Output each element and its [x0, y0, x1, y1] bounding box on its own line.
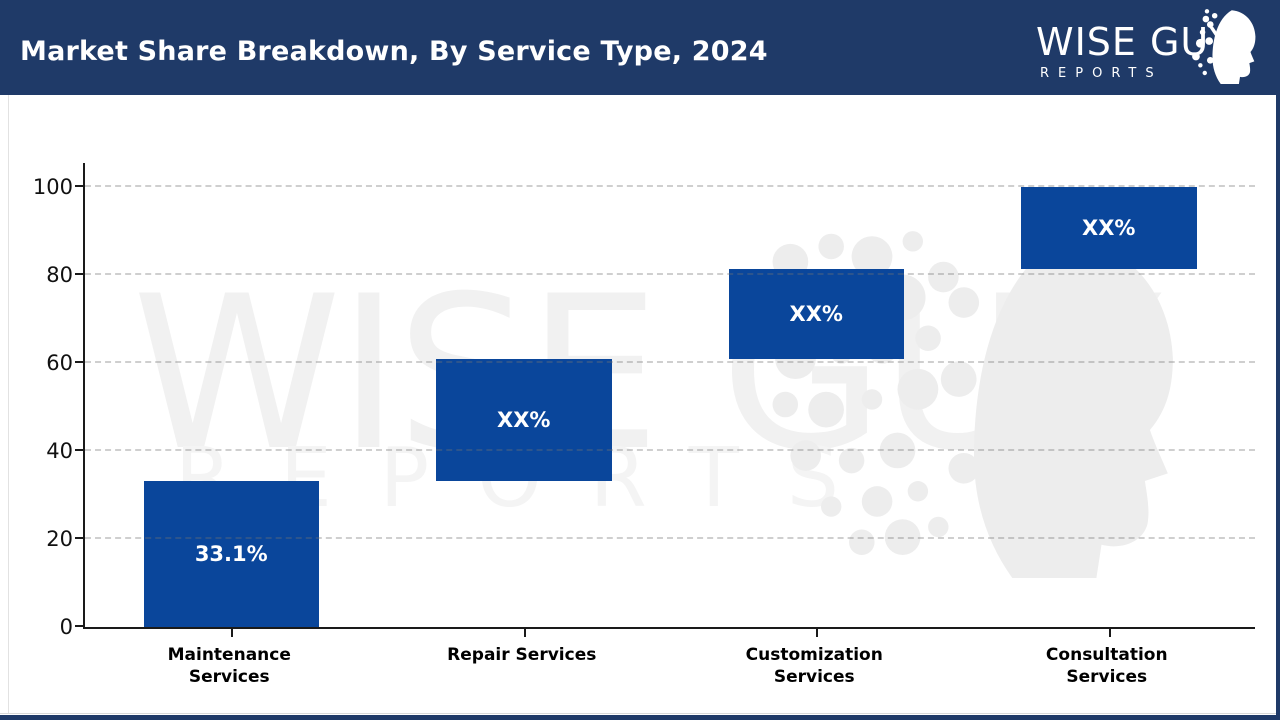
chart-title: Market Share Breakdown, By Service Type,…	[20, 36, 768, 67]
bar-2	[436, 358, 612, 482]
header-bar: Market Share Breakdown, By Service Type,…	[0, 0, 1280, 95]
x-tick-mark-4	[1108, 627, 1111, 637]
gridline-80	[85, 273, 1255, 276]
y-tick-mark-80	[75, 273, 85, 276]
logo-reports-text: REPORTS	[1040, 66, 1163, 81]
gridline-60	[85, 361, 1255, 364]
content-frame-bottom-line	[0, 713, 1280, 714]
y-tick-mark-40	[75, 449, 85, 452]
y-tick-mark-60	[75, 361, 85, 364]
x-axis-category-labels: Maintenance Services Repair Services Custo…	[83, 644, 1253, 704]
bar-4	[1021, 187, 1197, 270]
logo-head-dots-icon	[1192, 9, 1256, 84]
bar-3	[728, 269, 904, 359]
page-right-edge-bar	[1276, 0, 1280, 720]
y-tick-mark-20	[75, 537, 85, 540]
x-category-label-4: Consultation Services	[1045, 645, 1168, 688]
gridline-100	[85, 185, 1255, 188]
x-category-label-2: Repair Services	[447, 645, 597, 665]
y-axis-tick-labels: 0 20 40 60 80 100	[32, 175, 73, 639]
x-category-label-1: Maintenance Services	[167, 645, 291, 688]
page-bottom-edge-bar	[0, 715, 1280, 720]
x-tick-mark-1	[231, 627, 234, 637]
bar-1	[143, 481, 319, 627]
y-tick-mark-100	[75, 185, 85, 188]
gridline-20	[85, 537, 1255, 540]
x-tick-mark-3	[816, 627, 819, 637]
content-frame-left-line	[8, 95, 9, 714]
x-tick-mark-2	[523, 627, 526, 637]
y-tick-mark-0	[75, 625, 85, 627]
wise-guy-logo: WISE GUY REPORTS	[1018, 6, 1266, 92]
plot-area: 33.1%XX%XX%XX%	[75, 163, 1255, 637]
gridline-40	[85, 449, 1255, 452]
x-category-label-3: Customization Services	[745, 645, 883, 688]
